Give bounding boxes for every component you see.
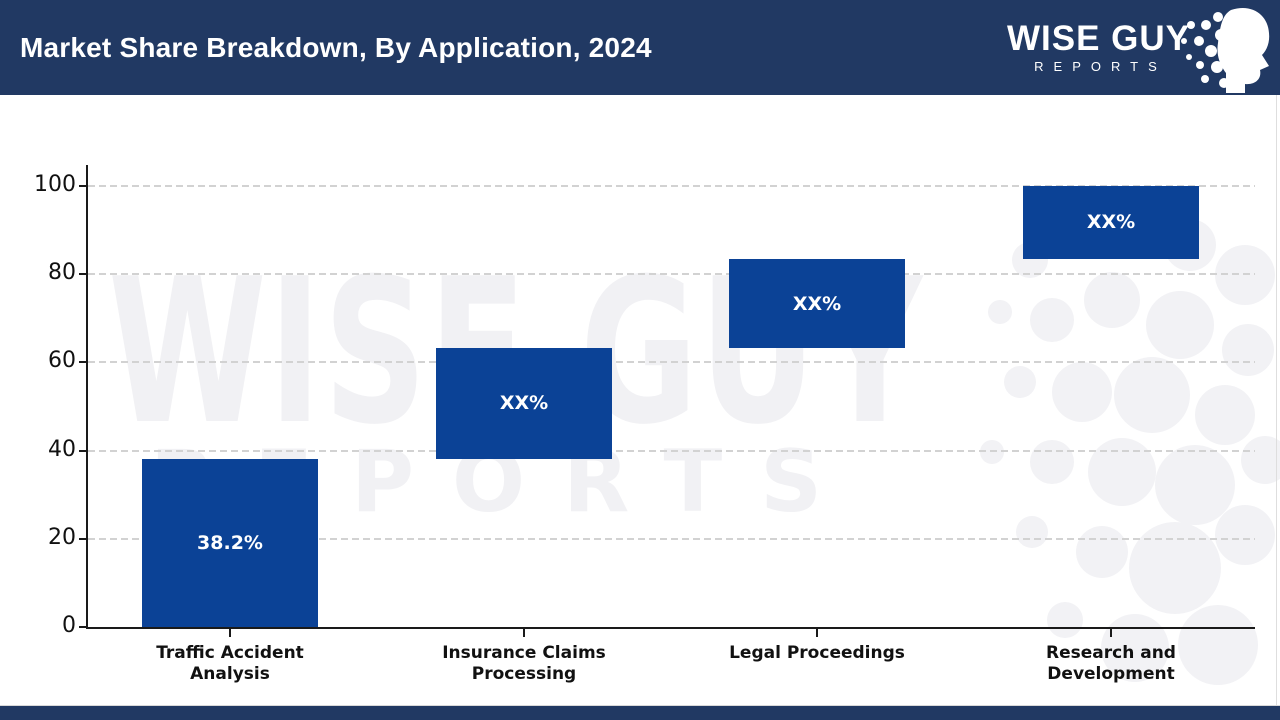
y-axis-tick xyxy=(79,273,88,276)
y-axis-tick xyxy=(79,361,88,364)
y-axis-tick xyxy=(79,185,88,187)
market-share-bar: XX% xyxy=(436,348,612,459)
y-axis-tick-label: 80 xyxy=(48,260,76,286)
footer-band xyxy=(0,706,1280,720)
x-axis-line xyxy=(86,627,1255,629)
y-axis-tick xyxy=(79,449,88,452)
bar-value-label: XX% xyxy=(499,392,549,415)
y-gridline xyxy=(88,185,1255,187)
y-gridline xyxy=(88,449,1255,452)
y-gridline xyxy=(88,361,1255,364)
x-axis-category-label: Research and Development xyxy=(1046,643,1176,684)
y-gridline xyxy=(88,273,1255,276)
y-axis-line xyxy=(86,165,88,629)
wise-guy-logo: WISE GUY REPORTS xyxy=(1007,3,1280,93)
y-axis-tick-label: 0 xyxy=(62,613,76,638)
x-axis-tick xyxy=(229,629,231,637)
bar-value-label: 38.2% xyxy=(197,531,263,554)
market-share-bar: XX% xyxy=(1023,186,1199,259)
y-axis-tick-label: 40 xyxy=(48,436,76,462)
x-axis-tick xyxy=(523,629,525,637)
chart-area: WISE GUY REPORTS 0 20 40 60 80 100 38.2% Traffi… xyxy=(0,95,1280,706)
x-axis-tick xyxy=(1110,629,1112,637)
y-axis-tick-label: 20 xyxy=(48,524,76,550)
y-axis-tick-label: 60 xyxy=(48,348,76,374)
logo-text-reports: REPORTS xyxy=(1034,59,1167,74)
bar-value-label: XX% xyxy=(1086,211,1136,234)
y-gridline xyxy=(88,537,1255,540)
logo-head-icon xyxy=(1181,7,1270,93)
plot-area: 0 20 40 60 80 100 38.2% Traffic Accident Analys… xyxy=(0,95,1280,706)
page-title: Market Share Breakdown, By Application, … xyxy=(20,31,652,63)
logo-wordmark: WISE GUY REPORTS xyxy=(1007,21,1190,74)
y-axis-tick xyxy=(79,537,88,540)
market-share-bar: 38.2% xyxy=(142,458,318,627)
image-right-border xyxy=(1276,95,1277,706)
bar-value-label: XX% xyxy=(792,292,842,315)
logo-text-wiseguy: WISE GUY xyxy=(1006,19,1190,58)
footer-divider xyxy=(0,705,1280,706)
header-band: Market Share Breakdown, By Application, … xyxy=(0,0,1280,95)
x-axis-category-label: Insurance Claims Processing xyxy=(442,643,606,684)
x-axis-category-label: Traffic Accident Analysis xyxy=(156,643,304,684)
y-axis-tick xyxy=(79,626,88,628)
market-share-bar: XX% xyxy=(729,258,905,349)
x-axis-category-label: Legal Proceedings xyxy=(729,643,905,663)
x-axis-tick xyxy=(816,629,818,637)
y-axis-tick-label: 100 xyxy=(34,172,76,197)
